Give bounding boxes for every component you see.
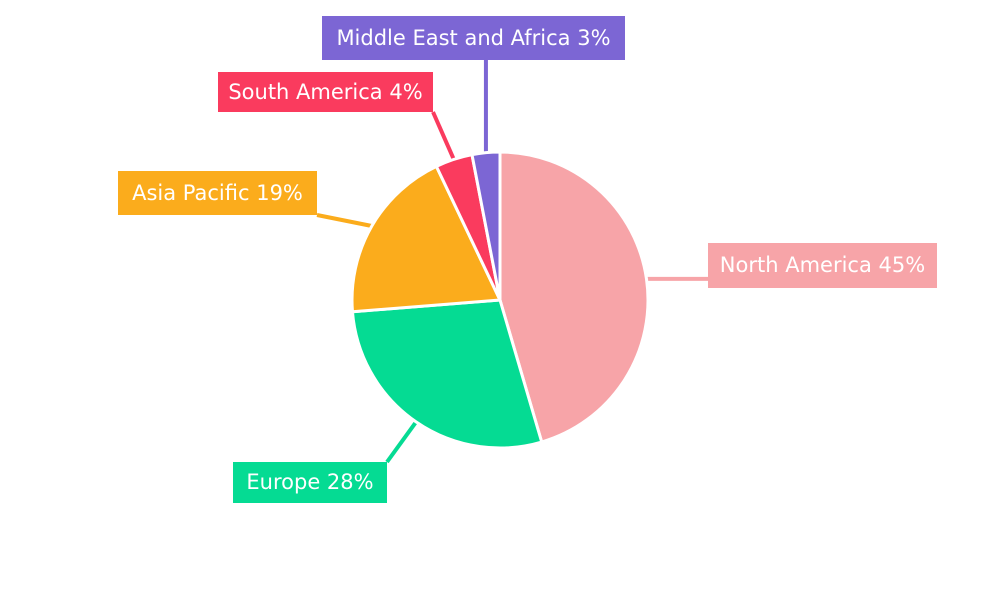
pie-label-south-america: South America 4% bbox=[218, 72, 433, 112]
pie-slice-middle-east-and-africa bbox=[470, 150, 502, 302]
pie-label-middle-east-and-africa: Middle East and Africa 3% bbox=[322, 16, 625, 60]
pie-slice-north-america bbox=[498, 150, 650, 444]
pie-slice-europe bbox=[350, 298, 544, 450]
leader-line-europe bbox=[385, 420, 418, 464]
pie-slice-asia-pacific bbox=[350, 164, 502, 314]
leader-lines-group bbox=[316, 60, 708, 464]
leader-line-south-america bbox=[431, 111, 456, 161]
pie-label-asia-pacific: Asia Pacific 19% bbox=[118, 171, 317, 215]
pie-wedges-group bbox=[350, 150, 650, 450]
leader-line-asia-pacific bbox=[316, 213, 373, 228]
pie-label-north-america: North America 45% bbox=[708, 243, 937, 288]
pie-label-europe: Europe 28% bbox=[233, 462, 387, 503]
